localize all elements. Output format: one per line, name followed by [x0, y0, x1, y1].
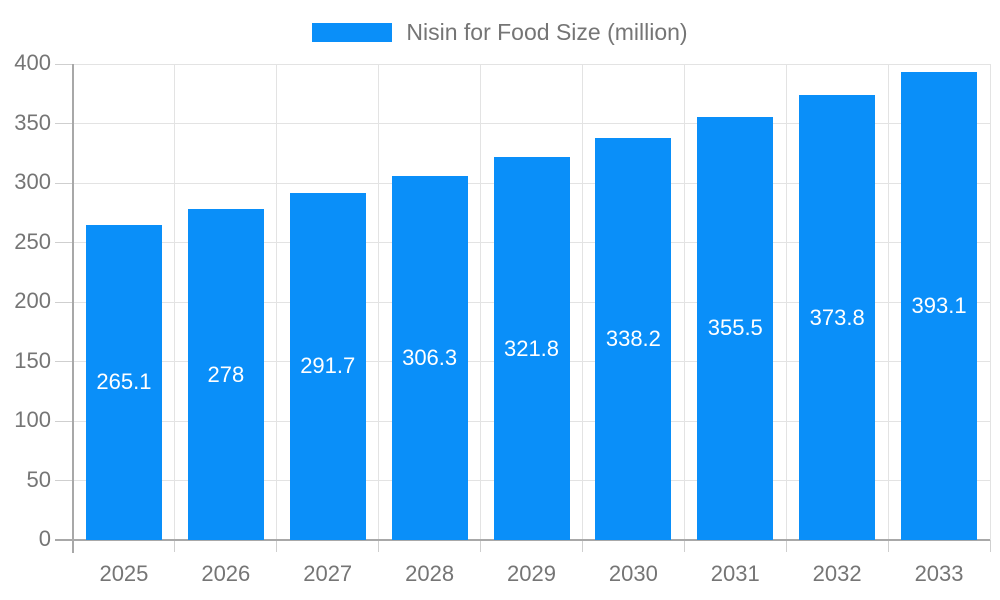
y-axis-tick-label: 50	[26, 466, 51, 492]
bar[interactable]	[799, 95, 876, 540]
legend-swatch	[312, 22, 393, 42]
y-axis-tick-label: 350	[14, 109, 51, 135]
x-tick	[887, 540, 889, 552]
y-tick	[55, 63, 73, 65]
bar[interactable]	[493, 157, 570, 540]
bar[interactable]	[901, 72, 978, 540]
v-gridline	[276, 64, 278, 540]
y-tick	[55, 420, 73, 422]
x-tick	[785, 540, 787, 552]
h-gridline	[73, 63, 990, 65]
bar[interactable]	[187, 209, 264, 540]
y-axis-tick-label: 150	[14, 347, 51, 373]
bar-value-label: 321.8	[503, 335, 560, 361]
x-axis-label: 2029	[507, 561, 556, 586]
h-gridline	[73, 123, 990, 124]
y-tick	[55, 301, 73, 303]
x-axis-label: 2027	[303, 561, 353, 586]
x-tick	[174, 540, 176, 552]
y-axis-tick-label: 400	[14, 50, 51, 75]
y-tick	[55, 123, 73, 124]
bar[interactable]	[595, 137, 672, 540]
v-gridline	[480, 64, 482, 540]
v-gridline	[683, 64, 685, 540]
bar-value-label: 278	[207, 361, 245, 387]
bar[interactable]	[289, 192, 366, 540]
v-gridline	[378, 64, 380, 540]
y-axis-line	[72, 64, 74, 553]
x-tick	[683, 540, 685, 552]
bar-value-label: 373.8	[809, 304, 865, 330]
y-axis-tick-label: 300	[14, 169, 51, 194]
x-tick	[480, 540, 482, 552]
x-axis-label: 2031	[710, 561, 760, 586]
x-axis-label: 2032	[812, 561, 862, 586]
x-axis-label: 2025	[99, 561, 149, 586]
y-tick	[55, 182, 73, 184]
y-axis-tick-label: 200	[14, 288, 51, 313]
y-axis-tick-label: 100	[14, 407, 51, 432]
v-gridline	[887, 64, 889, 540]
x-tick	[378, 540, 380, 552]
bar[interactable]	[85, 224, 162, 540]
bar-value-label: 306.3	[402, 344, 458, 370]
bar-value-label: 291.7	[300, 353, 356, 379]
v-gridline	[581, 64, 583, 540]
bar-value-label: 393.1	[911, 293, 967, 319]
bar-value-label: 265.1	[96, 369, 152, 395]
v-gridline	[174, 64, 176, 540]
x-axis-label: 2030	[608, 561, 658, 586]
bar[interactable]	[391, 175, 468, 540]
y-axis-tick-label: 250	[14, 228, 51, 254]
x-tick	[276, 540, 278, 552]
x-axis-label: 2026	[201, 561, 251, 586]
legend[interactable]: Nisin for Food Size (million)	[0, 18, 1000, 46]
v-gridline	[785, 64, 787, 540]
y-tick	[55, 480, 73, 481]
x-axis-line	[55, 539, 990, 541]
y-axis-tick-label: 0	[38, 526, 51, 551]
y-tick	[55, 242, 73, 243]
x-axis-label: 2033	[914, 561, 964, 586]
bar-value-label: 355.5	[707, 315, 763, 341]
x-tick	[989, 540, 991, 552]
v-gridline	[989, 64, 991, 540]
x-axis-label: 2028	[405, 561, 455, 586]
y-tick	[55, 361, 73, 362]
bar-value-label: 338.2	[605, 325, 661, 351]
legend-label: Nisin for Food Size (million)	[406, 18, 688, 45]
bar[interactable]	[697, 116, 774, 540]
x-tick	[581, 540, 583, 552]
